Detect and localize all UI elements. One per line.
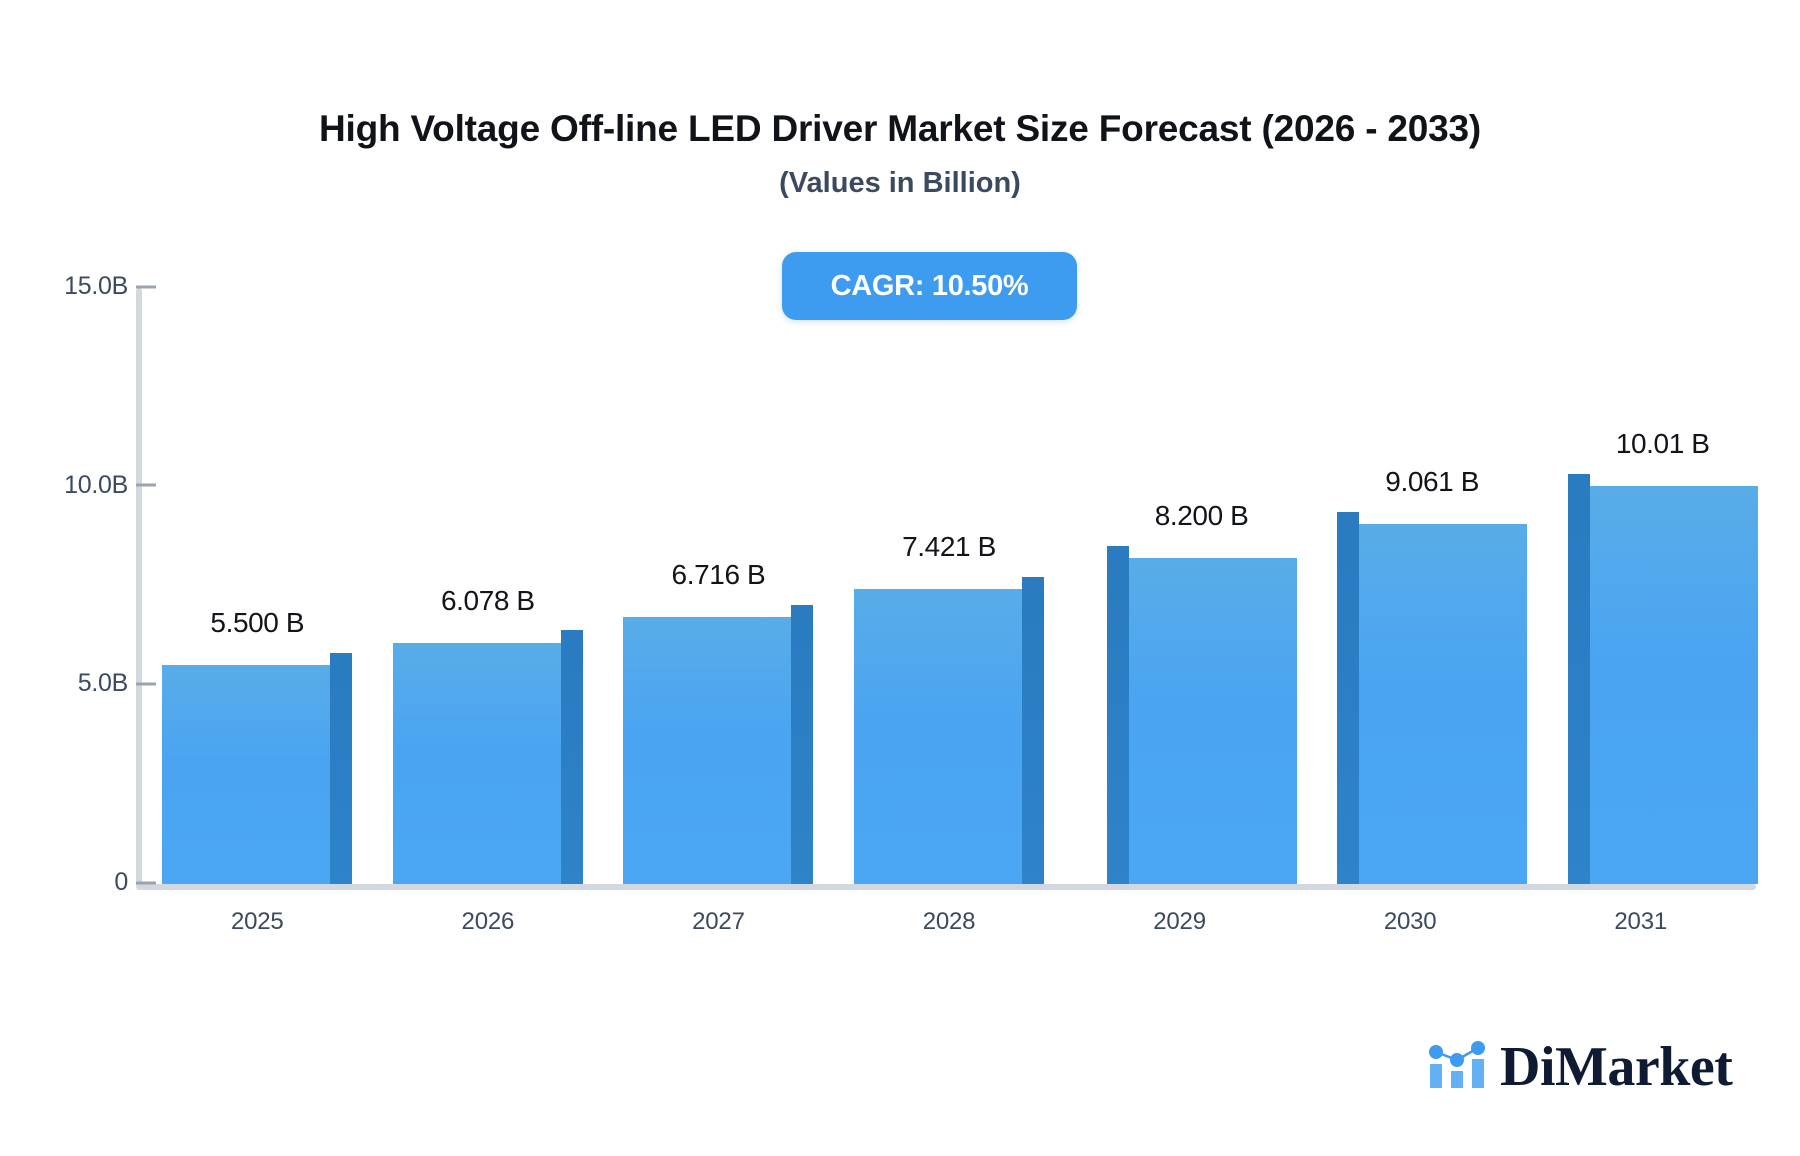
bar-value-label: 7.421 B [902, 531, 996, 563]
bar [1567, 464, 1758, 884]
y-axis-tick-label: 0 [114, 868, 128, 896]
x-axis-tick-label: 2025 [230, 908, 284, 935]
y-axis-line [136, 288, 142, 888]
chart-subtitle: (Values in Billion) [779, 166, 1021, 199]
bar-value-label: 10.01 B [1615, 428, 1710, 460]
y-axis-tick: 10.0B [0, 470, 156, 500]
bar [1106, 536, 1297, 884]
x-axis-tick-label: 2030 [1383, 908, 1437, 935]
bar-value-label: 6.716 B [671, 559, 766, 591]
bar-front-face [1359, 523, 1528, 884]
x-axis-tick-label: 2031 [1614, 908, 1667, 935]
bar-side-face [1337, 511, 1360, 884]
cagr-badge-label: CAGR: 10.50% [830, 269, 1029, 302]
y-axis-tick-label: 10.0B [64, 470, 128, 499]
bar-top-bevel [560, 630, 583, 643]
y-axis-tick-mark [136, 682, 156, 686]
y-axis-tick-mark [136, 881, 156, 884]
y-axis-tick-label: 15.0B [64, 272, 128, 300]
bar-value-label: 5.500 B [210, 607, 305, 639]
x-axis-tick-label: 2028 [922, 908, 976, 935]
bar-value-label: 6.078 B [440, 584, 535, 616]
bar [623, 595, 814, 884]
x-axis-tick-label: 2026 [461, 908, 515, 935]
bar-top-bevel [330, 653, 353, 666]
y-axis-tick: 0 [0, 868, 156, 897]
bar-side-face [1106, 546, 1129, 884]
bar-side-face [1022, 577, 1044, 884]
x-axis-tick-label: 2027 [692, 908, 745, 935]
bar-side-face [560, 630, 583, 884]
bar-front-face [1128, 558, 1297, 884]
bar-top-bevel [1022, 577, 1044, 590]
x-axis-line [136, 884, 1756, 890]
bar [854, 567, 1044, 884]
bar-top-bevel [1567, 474, 1590, 487]
bar-side-face [1567, 474, 1590, 884]
y-axis-tick-label: 5.0B [77, 669, 129, 698]
bar-value-label: 8.200 B [1154, 500, 1249, 532]
y-axis-tick: 5.0B [0, 669, 156, 698]
bar-front-face [162, 665, 331, 884]
logo-text: DiMarket [1500, 1035, 1733, 1098]
bar-value-label: 9.061 B [1385, 465, 1479, 497]
bar-top-bevel [1106, 546, 1129, 559]
bar-front-face [623, 617, 792, 884]
chart-header: High Voltage Off-line LED Driver Market … [0, 108, 1800, 200]
dimarket-logo: DiMarket [1428, 1035, 1733, 1098]
y-axis-tick: 15.0B [0, 272, 156, 301]
y-axis-tick-mark [136, 285, 156, 288]
bar-front-face [854, 589, 1022, 884]
bar-front-face [1589, 486, 1758, 884]
bar [392, 621, 583, 884]
bar-side-face [791, 605, 814, 884]
bar-top-bevel [791, 605, 814, 618]
x-axis-tick-label: 2029 [1153, 908, 1206, 935]
bar-front-face [392, 642, 561, 884]
y-axis-tick-mark [136, 483, 156, 487]
bar [1337, 502, 1528, 884]
bar-side-face [330, 653, 353, 884]
bar-chart-logo-icon [1428, 1038, 1486, 1095]
bar-top-bevel [1337, 511, 1360, 524]
bar [162, 643, 353, 884]
page-title: High Voltage Off-line LED Driver Market … [318, 108, 1482, 149]
cagr-badge: CAGR: 10.50% [782, 252, 1077, 320]
